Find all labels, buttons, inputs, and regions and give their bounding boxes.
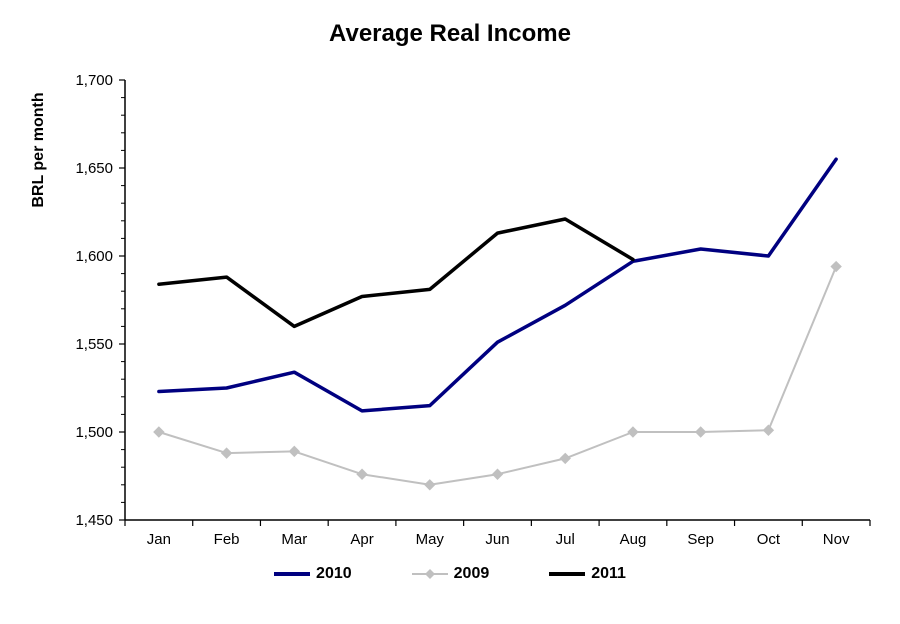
x-tick-label: Jun — [485, 531, 509, 548]
x-tick-label: Apr — [350, 531, 373, 548]
x-tick-label: Feb — [214, 531, 240, 548]
y-axis-label: BRL per month — [30, 0, 48, 370]
chart-container: Average Real Income BRL per month 1,4501… — [0, 0, 900, 624]
series-marker-2009 — [289, 446, 299, 456]
series-marker-2009 — [763, 425, 773, 435]
series-marker-2009 — [831, 262, 841, 272]
chart-title: Average Real Income — [0, 20, 900, 48]
legend-label: 2011 — [591, 565, 626, 583]
series-marker-2009 — [493, 469, 503, 479]
x-tick-label: Oct — [757, 531, 781, 548]
legend-label: 2010 — [316, 565, 352, 583]
x-tick-label: Jul — [556, 531, 575, 548]
series-line-2009 — [159, 267, 836, 485]
chart-plot: 1,4501,5001,5501,6001,6501,700JanFebMarA… — [0, 0, 900, 624]
legend-label: 2009 — [454, 565, 490, 583]
legend-item-2011: 2011 — [549, 565, 626, 583]
series-marker-2009 — [357, 469, 367, 479]
x-tick-label: Mar — [281, 531, 307, 548]
legend-swatch — [274, 572, 310, 576]
series-line-2010 — [159, 159, 836, 411]
y-tick-label: 1,450 — [75, 512, 113, 529]
x-tick-label: Nov — [823, 531, 850, 548]
x-tick-label: May — [416, 531, 445, 548]
legend-item-2010: 2010 — [274, 565, 352, 583]
y-tick-label: 1,700 — [75, 72, 113, 89]
y-tick-label: 1,650 — [75, 160, 113, 177]
legend-swatch — [412, 567, 448, 581]
series-marker-2009 — [696, 427, 706, 437]
series-marker-2009 — [628, 427, 638, 437]
series-marker-2009 — [154, 427, 164, 437]
y-tick-label: 1,550 — [75, 336, 113, 353]
legend-item-2009: 2009 — [412, 565, 490, 583]
series-marker-2009 — [560, 453, 570, 463]
series-marker-2009 — [425, 480, 435, 490]
x-tick-label: Jan — [147, 531, 171, 548]
chart-legend: 2010 2009 2011 — [0, 565, 900, 583]
y-tick-label: 1,600 — [75, 248, 113, 265]
y-tick-label: 1,500 — [75, 424, 113, 441]
series-marker-2009 — [222, 448, 232, 458]
legend-swatch — [549, 572, 585, 576]
x-tick-label: Aug — [620, 531, 647, 548]
series-line-2011 — [159, 219, 633, 326]
x-tick-label: Sep — [687, 531, 714, 548]
